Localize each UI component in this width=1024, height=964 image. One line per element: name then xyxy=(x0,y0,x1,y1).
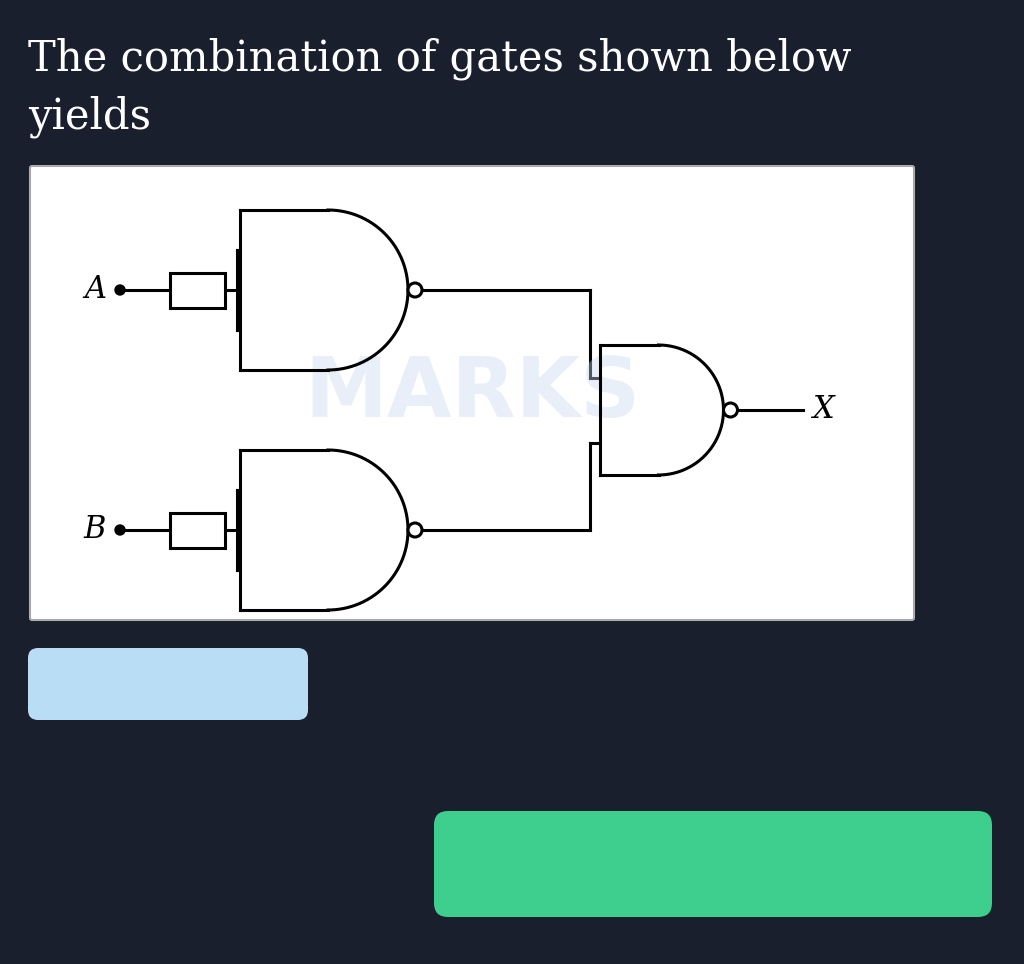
Text: Show Solutions: Show Solutions xyxy=(581,849,845,878)
FancyBboxPatch shape xyxy=(28,648,308,720)
Circle shape xyxy=(115,525,125,535)
Circle shape xyxy=(115,285,125,295)
FancyBboxPatch shape xyxy=(30,166,914,620)
Text: B: B xyxy=(84,515,106,546)
Text: JEE Main 2010: JEE Main 2010 xyxy=(79,672,257,696)
Text: X: X xyxy=(812,394,835,425)
FancyBboxPatch shape xyxy=(434,811,992,917)
Text: A: A xyxy=(84,275,106,306)
Circle shape xyxy=(408,523,422,537)
Text: The combination of gates shown below
yields: The combination of gates shown below yie… xyxy=(28,38,852,138)
Circle shape xyxy=(724,403,737,417)
Text: MARKS: MARKS xyxy=(304,353,640,434)
Bar xyxy=(170,513,225,548)
Circle shape xyxy=(408,283,422,297)
Bar xyxy=(170,273,225,308)
